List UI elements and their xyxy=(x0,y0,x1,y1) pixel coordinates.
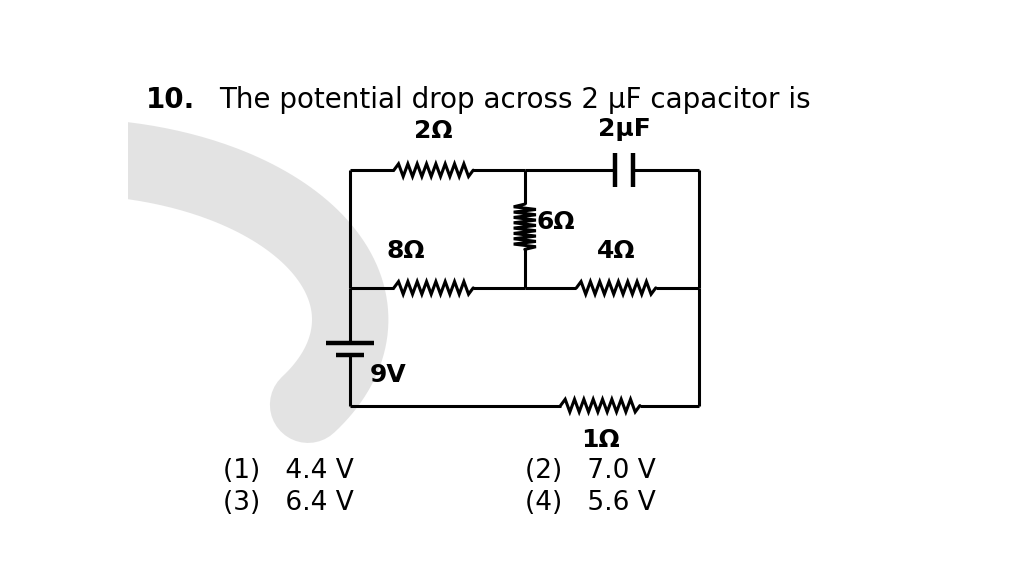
Text: 8Ω: 8Ω xyxy=(386,239,425,263)
Text: The potential drop across 2 μF capacitor is: The potential drop across 2 μF capacitor… xyxy=(219,86,811,115)
Text: 1Ω: 1Ω xyxy=(581,428,620,452)
Text: (3)   6.4 V: (3) 6.4 V xyxy=(223,490,354,516)
Text: (1)   4.4 V: (1) 4.4 V xyxy=(223,458,354,485)
Text: (2)   7.0 V: (2) 7.0 V xyxy=(524,458,655,485)
Text: 4Ω: 4Ω xyxy=(597,239,635,263)
Text: 9V: 9V xyxy=(370,363,407,386)
Text: 10.: 10. xyxy=(145,86,195,115)
Text: (4)   5.6 V: (4) 5.6 V xyxy=(524,490,655,516)
Text: 2Ω: 2Ω xyxy=(415,119,453,143)
Text: 2μF: 2μF xyxy=(598,117,650,141)
Text: 6Ω: 6Ω xyxy=(537,211,575,234)
